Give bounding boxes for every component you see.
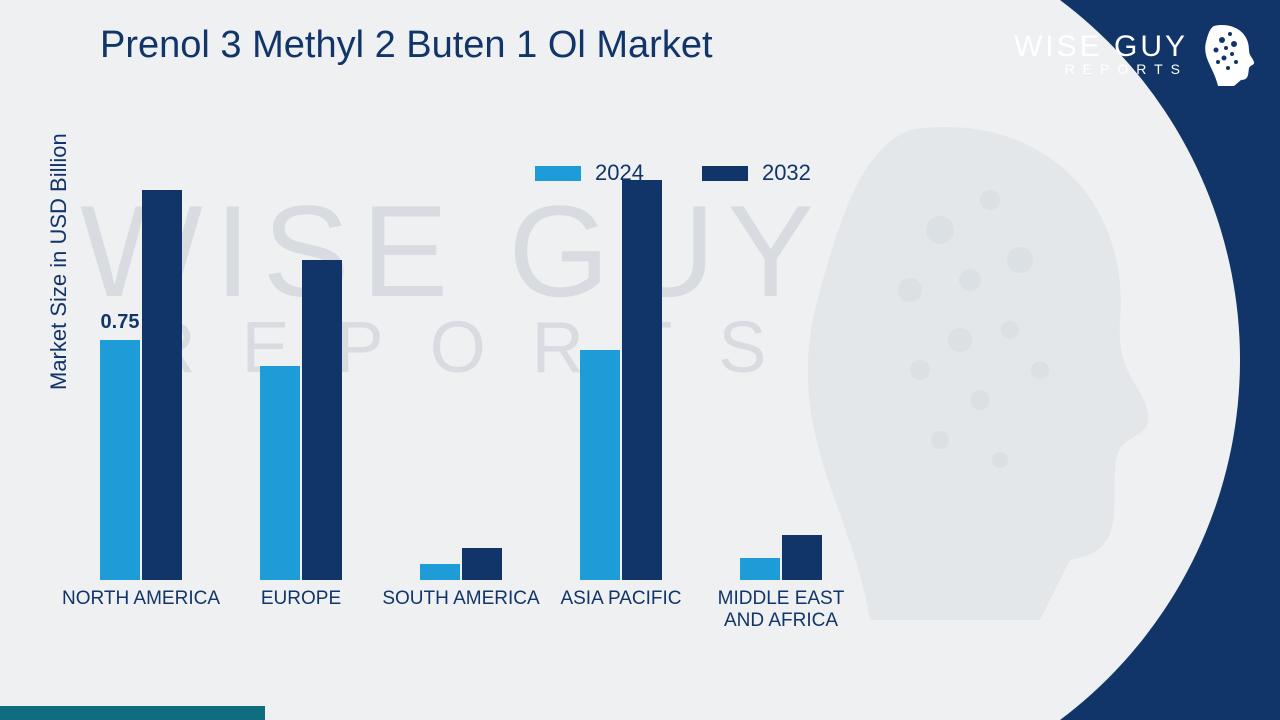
bar	[782, 535, 822, 580]
bar-chart: NORTH AMERICAEUROPESOUTH AMERICAASIA PAC…	[100, 180, 900, 580]
category-label: ASIA PACIFIC	[541, 588, 701, 610]
footer-accent-bar	[0, 706, 265, 720]
bar	[302, 260, 342, 580]
bar	[740, 558, 780, 580]
bar	[420, 564, 460, 580]
brand-text: WISE GUY REPORTS	[1014, 31, 1188, 77]
plot-area: NORTH AMERICAEUROPESOUTH AMERICAASIA PAC…	[100, 180, 900, 580]
brand-bottom: REPORTS	[1065, 62, 1188, 77]
brand-logo: WISE GUY REPORTS	[978, 22, 1258, 86]
brand-head-icon	[1194, 22, 1258, 86]
chart-title: Prenol 3 Methyl 2 Buten 1 Ol Market	[100, 24, 713, 67]
bar	[260, 366, 300, 580]
legend-swatch	[535, 166, 581, 181]
bar	[622, 180, 662, 580]
category-label: MIDDLE EAST AND AFRICA	[701, 588, 861, 633]
legend-swatch	[702, 166, 748, 181]
category-label: EUROPE	[221, 588, 381, 610]
bar	[580, 350, 620, 580]
category-label: SOUTH AMERICA	[381, 588, 541, 610]
bar	[462, 548, 502, 580]
bar-value-label: 0.75	[80, 311, 160, 334]
bar	[142, 190, 182, 580]
category-label: NORTH AMERICA	[61, 588, 221, 610]
report-graphic: WISE GUY REPORTS	[0, 0, 1280, 720]
brand-top: WISE GUY	[1014, 31, 1188, 63]
bar	[100, 340, 140, 580]
y-axis-label: Market Size in USD Billion	[46, 133, 72, 390]
